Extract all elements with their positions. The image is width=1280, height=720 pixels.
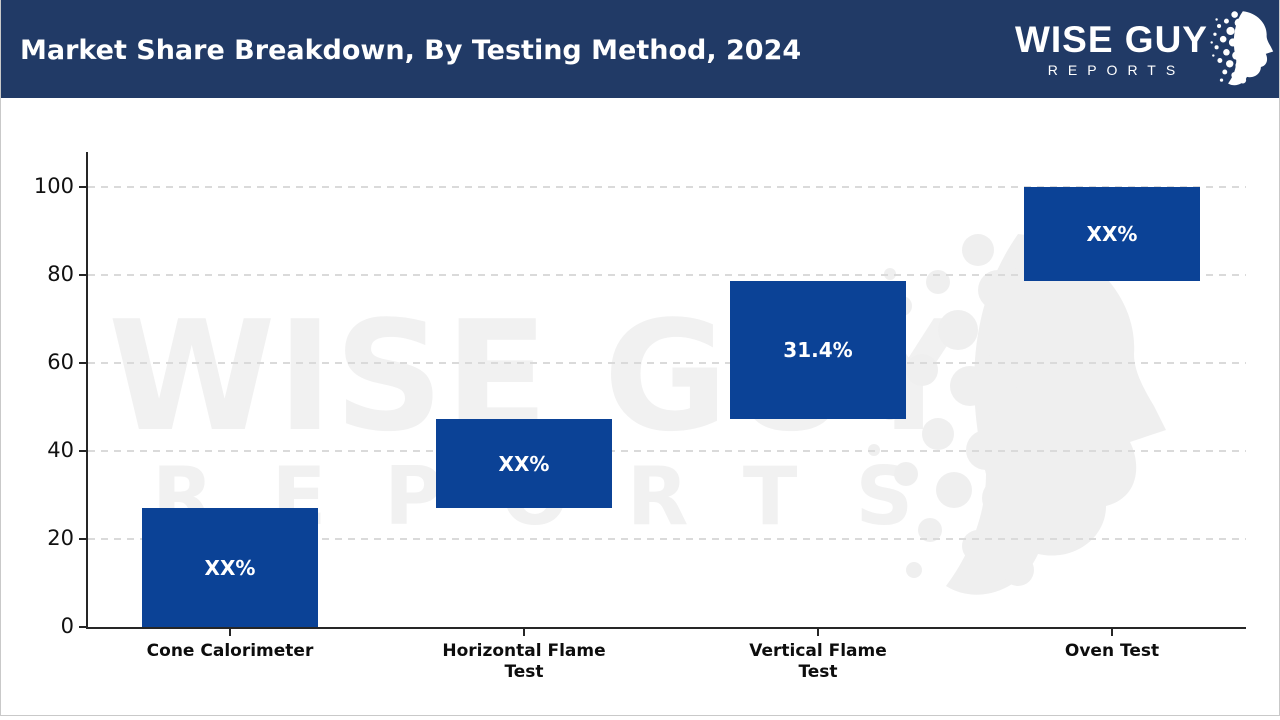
y-axis-line — [86, 152, 88, 629]
y-tick — [79, 537, 88, 540]
y-tick-label: 80 — [47, 261, 74, 286]
y-tick — [79, 273, 88, 276]
gridline — [88, 273, 1246, 276]
y-tick-label: 60 — [47, 349, 74, 374]
x-axis-line — [86, 627, 1246, 629]
x-category-label: Oven Test — [972, 641, 1252, 662]
header-bar: Market Share Breakdown, By Testing Metho… — [0, 0, 1280, 98]
gridline — [88, 361, 1246, 364]
bar: XX% — [436, 419, 612, 509]
x-category-label-line: Vertical Flame — [749, 641, 887, 661]
y-tick — [79, 361, 88, 364]
bar-value-label: XX% — [498, 451, 550, 476]
x-category-label-line: Test — [798, 662, 838, 682]
bar: 31.4% — [730, 280, 906, 420]
bar: XX% — [142, 508, 318, 627]
page-title: Market Share Breakdown, By Testing Metho… — [20, 35, 802, 66]
wiseguy-logo: WISE GUY REPORTS — [1015, 6, 1274, 92]
x-category-label: Horizontal Flame Test — [384, 641, 664, 683]
gridline — [88, 537, 1246, 540]
bar-value-label: 31.4% — [783, 337, 853, 362]
y-tick — [79, 449, 88, 452]
x-category-label: Cone Calorimeter — [90, 641, 370, 662]
y-tick-label: 0 — [60, 614, 74, 638]
bar-value-label: XX% — [1086, 221, 1138, 246]
x-category-label-line: Horizontal Flame — [442, 641, 606, 661]
x-category-label: Vertical Flame Test — [678, 641, 958, 683]
x-category-label-line: Test — [504, 662, 544, 682]
x-category-label-line: Oven Test — [1064, 641, 1160, 661]
y-tick-label: 100 — [33, 173, 74, 198]
x-tick — [1111, 627, 1113, 636]
x-category-label-line: Cone Calorimeter — [146, 641, 314, 661]
y-tick-label: 20 — [47, 525, 74, 550]
x-tick — [817, 627, 819, 636]
gridline — [88, 185, 1246, 188]
y-tick — [79, 185, 88, 188]
x-tick — [229, 627, 231, 636]
x-tick — [523, 627, 525, 636]
logo-subtitle: REPORTS — [1047, 61, 1186, 78]
bar: XX% — [1024, 186, 1200, 281]
logo-wordmark: WISE GUY — [1014, 18, 1208, 60]
gridline — [88, 449, 1246, 452]
y-tick — [79, 626, 88, 628]
bar-value-label: XX% — [204, 555, 256, 580]
wiseguy-head-icon — [1210, 11, 1274, 86]
y-tick-label: 40 — [47, 437, 74, 462]
